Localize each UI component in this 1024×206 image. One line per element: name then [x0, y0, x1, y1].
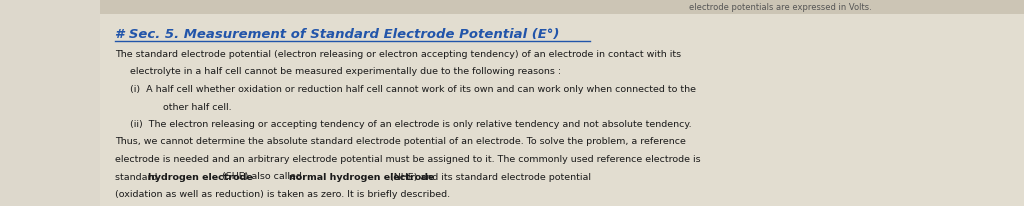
Text: normal hydrogen electrode: normal hydrogen electrode — [290, 172, 435, 181]
Text: (i)  A half cell whether oxidation or reduction half cell cannot work of its own: (i) A half cell whether oxidation or red… — [130, 85, 696, 94]
Text: # Sec. 5. Measurement of Standard Electrode Potential (E°): # Sec. 5. Measurement of Standard Electr… — [115, 28, 559, 41]
Text: electrode potentials are expressed in Volts.: electrode potentials are expressed in Vo… — [688, 2, 871, 12]
Text: (oxidation as well as reduction) is taken as zero. It is briefly described.: (oxidation as well as reduction) is take… — [115, 190, 451, 199]
Bar — [100, 0, 1024, 14]
Text: (NHE) and its standard electrode potential: (NHE) and its standard electrode potenti… — [387, 172, 591, 181]
Text: Thus, we cannot determine the absolute standard electrode potential of an electr: Thus, we cannot determine the absolute s… — [115, 137, 686, 146]
Text: The standard electrode potential (electron releasing or electron accepting tende: The standard electrode potential (electr… — [115, 50, 681, 59]
Bar — [0, 0, 105, 206]
Text: (SHE) also called: (SHE) also called — [219, 172, 304, 181]
Text: hydrogen electrode: hydrogen electrode — [148, 172, 253, 181]
Text: standard: standard — [115, 172, 161, 181]
Text: other half cell.: other half cell. — [145, 103, 231, 111]
Text: electrode is needed and an arbitrary electrode potential must be assigned to it.: electrode is needed and an arbitrary ele… — [115, 155, 700, 164]
Text: electrolyte in a half cell cannot be measured experimentally due to the followin: electrolyte in a half cell cannot be mea… — [130, 68, 561, 76]
Text: (ii)  The electron releasing or accepting tendency of an electrode is only relat: (ii) The electron releasing or accepting… — [130, 120, 691, 129]
